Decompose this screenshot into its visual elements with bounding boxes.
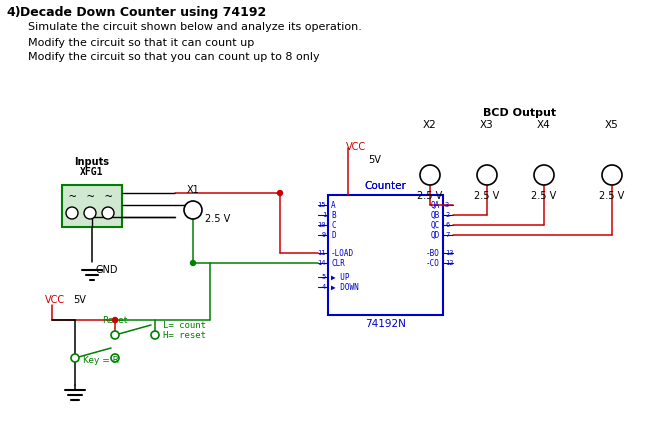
Text: X2: X2 (423, 120, 437, 130)
Text: QC: QC (431, 221, 440, 230)
Text: 15: 15 (317, 202, 326, 208)
Circle shape (151, 331, 159, 339)
Circle shape (102, 207, 114, 219)
Text: X1: X1 (187, 185, 200, 195)
Text: 2.5 V: 2.5 V (205, 214, 230, 224)
Text: Modify the circuit so that it can count up: Modify the circuit so that it can count … (28, 38, 254, 48)
Text: 74192N: 74192N (365, 319, 406, 329)
Text: 2: 2 (445, 212, 450, 218)
Bar (62, 185, 122, 227)
Circle shape (84, 207, 96, 219)
Text: L= count: L= count (163, 321, 206, 330)
Text: 12: 12 (445, 260, 454, 266)
Text: 7: 7 (445, 232, 450, 238)
Text: 2.5 V: 2.5 V (474, 191, 499, 201)
Text: QA: QA (431, 201, 440, 210)
Text: Reset: Reset (102, 316, 128, 325)
Text: VCC: VCC (346, 142, 366, 152)
Circle shape (66, 207, 78, 219)
Text: ~: ~ (86, 190, 94, 204)
Text: 13: 13 (445, 250, 454, 256)
Text: 4: 4 (322, 284, 326, 290)
Text: -BO: -BO (426, 249, 440, 258)
Text: 4): 4) (6, 6, 21, 19)
Text: Inputs: Inputs (75, 157, 110, 167)
Text: QD: QD (431, 230, 440, 240)
Text: Key = R: Key = R (83, 356, 119, 365)
Text: Decade Down Counter using 74192: Decade Down Counter using 74192 (20, 6, 266, 19)
Text: Simulate the circuit shown below and analyze its operation.: Simulate the circuit shown below and ana… (28, 22, 362, 32)
Text: GND: GND (96, 265, 118, 275)
Circle shape (111, 354, 119, 362)
Text: ~: ~ (69, 190, 76, 204)
Text: 2.5 V: 2.5 V (417, 191, 443, 201)
Circle shape (184, 201, 202, 219)
Text: ▶ DOWN: ▶ DOWN (331, 283, 359, 292)
Text: -LOAD: -LOAD (331, 249, 354, 258)
Text: ~: ~ (104, 190, 112, 204)
Circle shape (534, 165, 554, 185)
Circle shape (111, 331, 119, 339)
Text: D: D (331, 230, 335, 240)
Text: H= reset: H= reset (163, 331, 206, 340)
Text: 1: 1 (322, 212, 326, 218)
Text: X3: X3 (480, 120, 494, 130)
Circle shape (477, 165, 497, 185)
Circle shape (602, 165, 622, 185)
Text: 5V: 5V (368, 155, 381, 165)
Text: C: C (331, 221, 335, 230)
Circle shape (112, 317, 118, 323)
Text: Counter: Counter (365, 181, 407, 191)
Text: 2.5 V: 2.5 V (532, 191, 556, 201)
Text: A: A (331, 201, 335, 210)
Text: -CO: -CO (426, 258, 440, 267)
Circle shape (190, 261, 196, 266)
Text: 3: 3 (445, 202, 450, 208)
Text: VCC: VCC (45, 295, 65, 305)
Circle shape (278, 190, 282, 196)
Circle shape (71, 354, 79, 362)
Text: 11: 11 (317, 250, 326, 256)
Text: 14: 14 (317, 260, 326, 266)
Text: 10: 10 (317, 222, 326, 228)
Text: CLR: CLR (331, 258, 345, 267)
Text: 9: 9 (322, 232, 326, 238)
Text: 6: 6 (445, 222, 450, 228)
Text: QB: QB (431, 210, 440, 219)
Circle shape (420, 165, 440, 185)
Bar (328, 195, 443, 315)
Text: ▶ UP: ▶ UP (331, 272, 349, 281)
Text: X5: X5 (605, 120, 619, 130)
Text: Modify the circuit so that you can count up to 8 only: Modify the circuit so that you can count… (28, 52, 320, 62)
Text: X4: X4 (537, 120, 551, 130)
Text: 2.5 V: 2.5 V (599, 191, 625, 201)
Text: B: B (331, 210, 335, 219)
Text: XFG1: XFG1 (80, 167, 103, 177)
Text: 5V: 5V (73, 295, 86, 305)
Text: 5: 5 (322, 274, 326, 280)
Text: BCD Output: BCD Output (483, 108, 556, 118)
Text: Counter: Counter (365, 181, 407, 191)
